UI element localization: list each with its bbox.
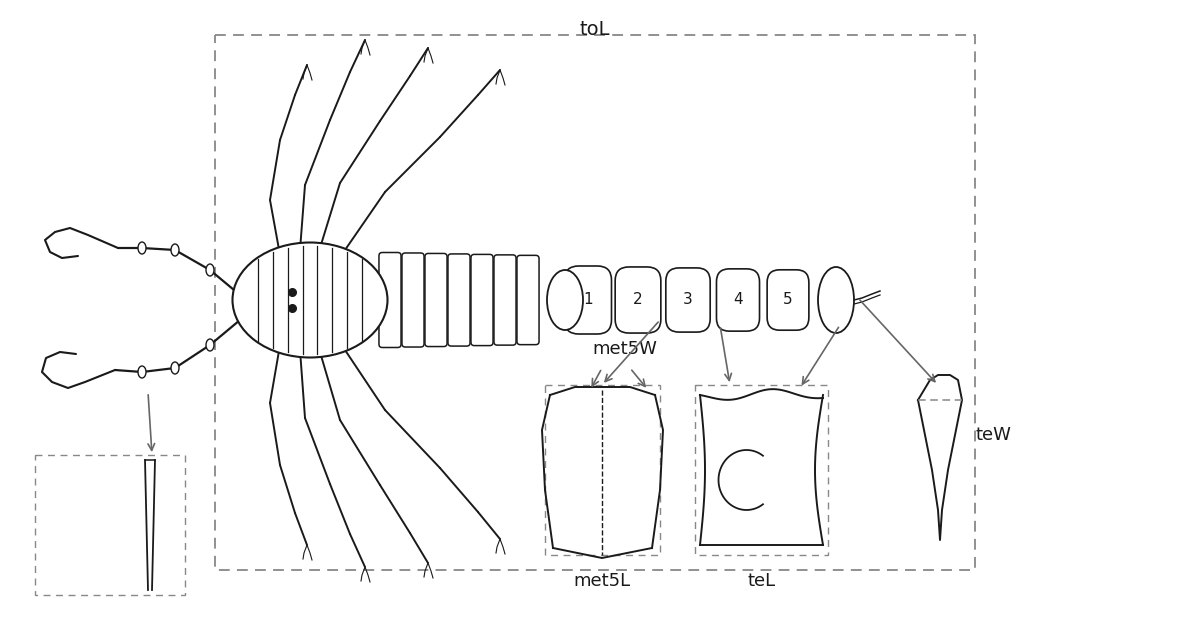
Ellipse shape <box>172 362 179 374</box>
Bar <box>545 385 660 555</box>
Text: 3: 3 <box>683 292 692 307</box>
Text: toL: toL <box>580 20 611 39</box>
FancyBboxPatch shape <box>564 266 612 334</box>
Ellipse shape <box>206 264 214 276</box>
Text: 1: 1 <box>583 292 593 307</box>
FancyBboxPatch shape <box>666 268 710 332</box>
FancyBboxPatch shape <box>425 253 448 346</box>
Text: 4: 4 <box>733 292 743 307</box>
Text: teW: teW <box>974 426 1010 444</box>
Ellipse shape <box>172 244 179 256</box>
FancyBboxPatch shape <box>470 255 493 346</box>
Text: teL: teL <box>748 572 776 590</box>
FancyBboxPatch shape <box>716 269 760 331</box>
Text: met5W: met5W <box>593 340 658 358</box>
Ellipse shape <box>138 366 146 378</box>
FancyBboxPatch shape <box>494 255 516 345</box>
FancyBboxPatch shape <box>379 253 401 348</box>
Bar <box>695 385 828 555</box>
FancyBboxPatch shape <box>402 253 424 347</box>
Ellipse shape <box>138 242 146 254</box>
Ellipse shape <box>206 339 214 351</box>
Ellipse shape <box>547 270 583 330</box>
Ellipse shape <box>233 243 388 357</box>
Ellipse shape <box>818 267 854 333</box>
Text: 2: 2 <box>634 292 643 307</box>
Bar <box>35 455 185 595</box>
FancyBboxPatch shape <box>767 270 809 330</box>
Text: met5L: met5L <box>574 572 630 590</box>
FancyBboxPatch shape <box>448 254 470 346</box>
FancyBboxPatch shape <box>517 255 539 345</box>
Text: 5: 5 <box>784 292 793 307</box>
Bar <box>215 35 974 570</box>
FancyBboxPatch shape <box>616 267 661 333</box>
